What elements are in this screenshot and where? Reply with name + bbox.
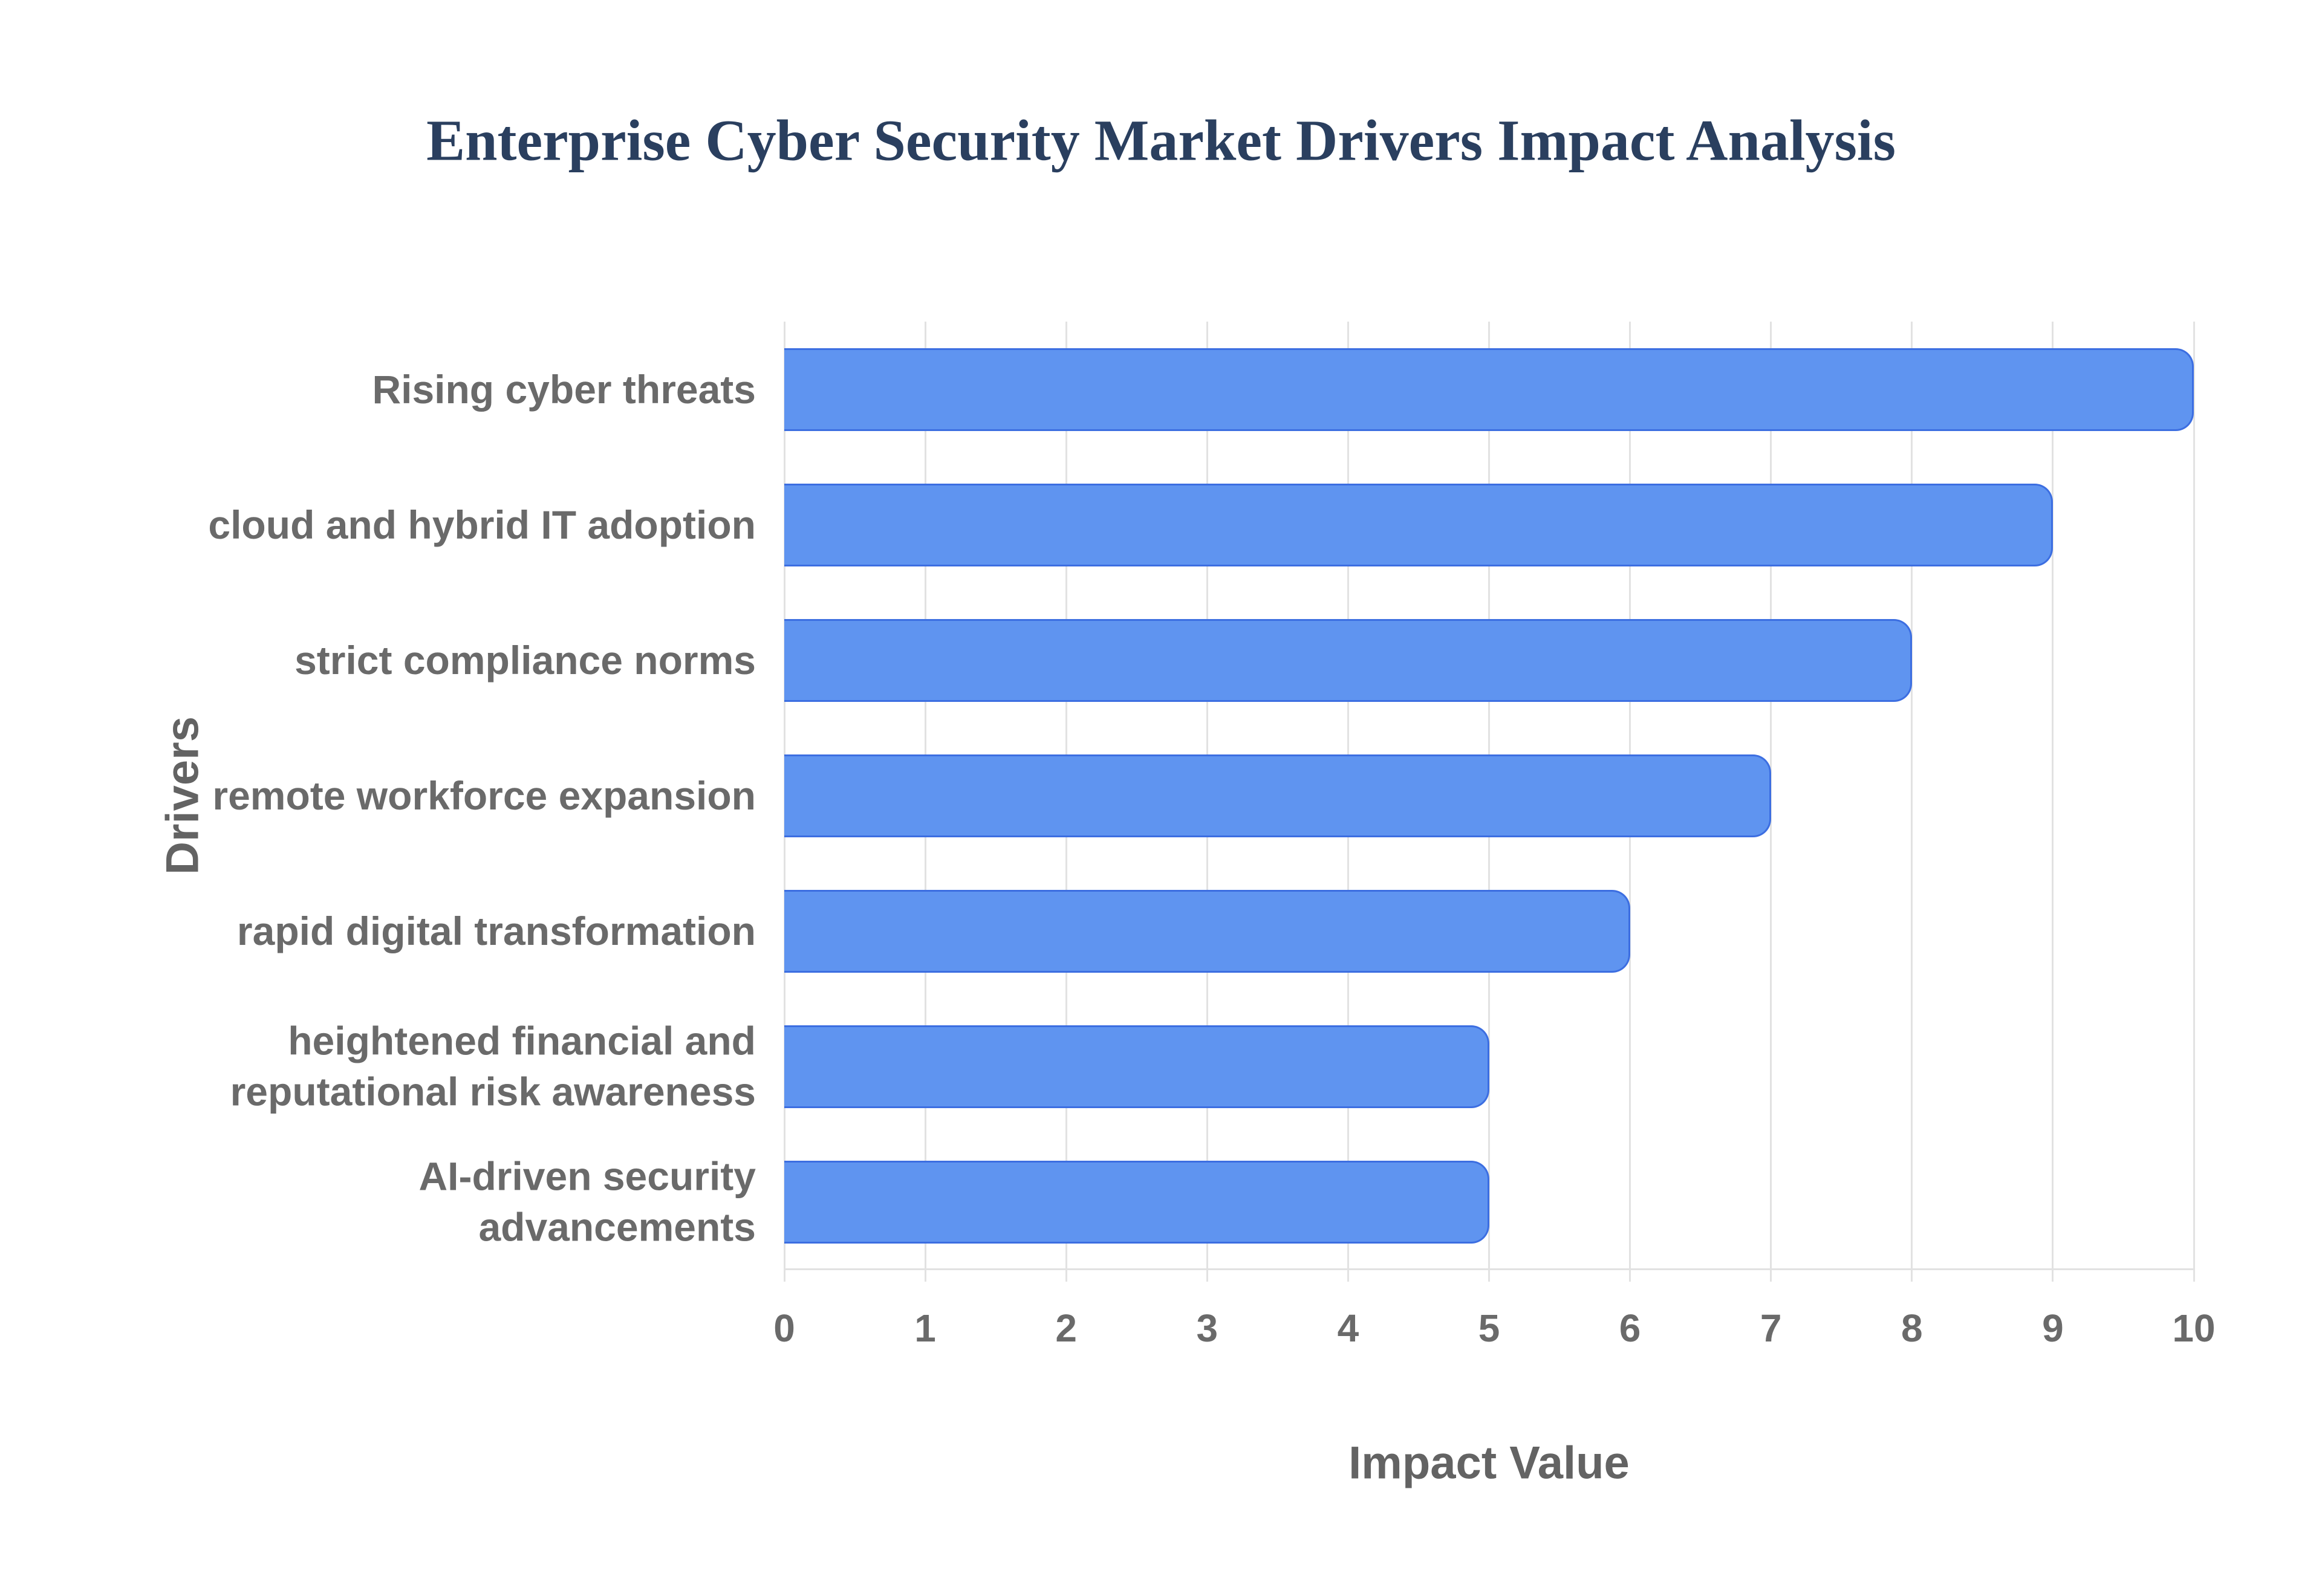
gridline-x-10: [2193, 322, 2195, 1270]
x-tick-label-2: 2: [1055, 1306, 1077, 1350]
bar-4: [784, 889, 1630, 973]
tick-mark-x-7: [1770, 1270, 1772, 1282]
tick-mark-x-4: [1347, 1270, 1349, 1282]
x-tick-label-0: 0: [773, 1306, 795, 1350]
tick-mark-x-5: [1488, 1270, 1490, 1282]
bar-0: [784, 348, 2194, 431]
x-tick-label-6: 6: [1619, 1306, 1641, 1350]
x-tick-label-1: 1: [914, 1306, 936, 1350]
tick-mark-x-0: [783, 1270, 785, 1282]
bar-6: [784, 1160, 1489, 1244]
x-tick-label-3: 3: [1196, 1306, 1218, 1350]
bar-1: [784, 483, 2053, 566]
bar-3: [784, 754, 1771, 837]
y-category-label-2: strict compliance norms: [294, 637, 756, 683]
bar-5: [784, 1025, 1489, 1108]
y-category-label-4: rapid digital transformation: [236, 908, 756, 953]
x-tick-label-8: 8: [1901, 1306, 1923, 1350]
chart-title: Enterprise Cyber Security Market Drivers…: [426, 108, 1896, 173]
x-tick-label-5: 5: [1478, 1306, 1500, 1350]
tick-mark-x-8: [1911, 1270, 1913, 1282]
gridline-x-7: [1770, 322, 1772, 1270]
x-axis-line: [784, 1268, 2194, 1270]
gridline-x-9: [2052, 322, 2054, 1270]
x-tick-label-7: 7: [1760, 1306, 1782, 1350]
x-tick-label-9: 9: [2042, 1306, 2064, 1350]
tick-mark-x-1: [924, 1270, 926, 1282]
plot-area: [783, 322, 2195, 1270]
tick-mark-x-9: [2052, 1270, 2054, 1282]
y-category-label-3: remote workforce expansion: [212, 773, 756, 818]
y-category-label-5: heightened financial and reputational ri…: [230, 1018, 756, 1114]
gridline-x-8: [1911, 322, 1913, 1270]
tick-mark-x-10: [2193, 1270, 2195, 1282]
tick-mark-x-2: [1065, 1270, 1067, 1282]
x-tick-label-10: 10: [2172, 1306, 2216, 1350]
y-category-label-6: AI-driven security advancements: [418, 1153, 756, 1250]
tick-mark-x-6: [1629, 1270, 1631, 1282]
bar-2: [784, 618, 1912, 702]
x-tick-label-4: 4: [1337, 1306, 1359, 1350]
y-category-label-0: Rising cyber threats: [372, 366, 756, 412]
y-category-label-1: cloud and hybrid IT adoption: [208, 502, 756, 547]
x-axis-title: Impact Value: [1348, 1437, 1630, 1489]
tick-mark-x-3: [1206, 1270, 1208, 1282]
